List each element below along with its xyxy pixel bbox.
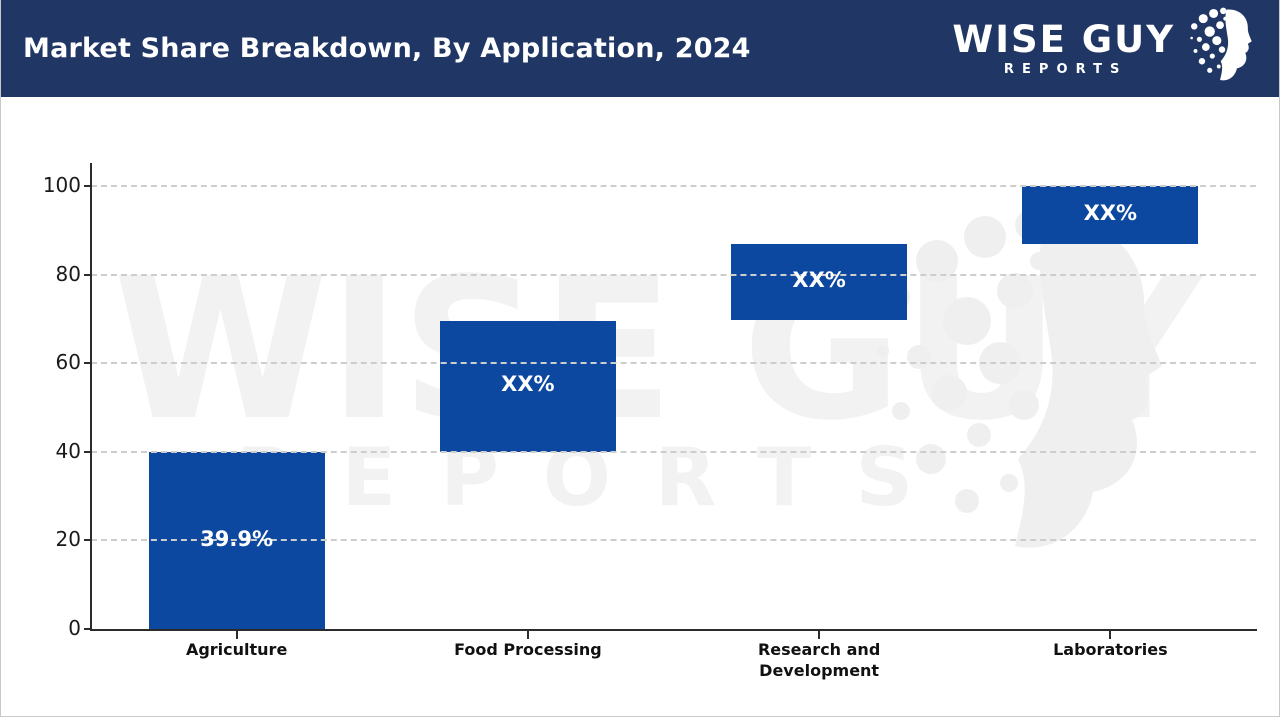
x-tick-research-and-development [818, 631, 821, 639]
wiseguy-face-icon [1190, 7, 1252, 80]
wiseguy-logo-line1: WISE GUY [952, 17, 1175, 61]
watermark-face-icon [877, 210, 1162, 548]
x-axis-line [90, 629, 1257, 631]
wiseguy-logo-text: WISE GUY REPORTS [952, 21, 1175, 77]
report-header: Market Share Breakdown, By Application, … [1, 0, 1279, 97]
y-tick-label-20: 20 [55, 527, 81, 552]
gridline-20 [91, 539, 1256, 542]
x-tick-agriculture [235, 631, 238, 639]
x-axis-label-laboratories: Laboratories [1053, 640, 1168, 659]
gridline-40 [91, 450, 1256, 453]
page-title: Market Share Breakdown, By Application, … [23, 33, 751, 64]
y-tick-80 [84, 273, 91, 276]
x-tick-laboratories [1109, 631, 1112, 639]
bar-value-label-agriculture: 39.9% [200, 526, 274, 551]
y-tick-0 [84, 628, 91, 630]
y-tick-label-80: 80 [55, 261, 81, 286]
wiseguy-logo: WISE GUY REPORTS [952, 7, 1279, 91]
y-tick-100 [84, 185, 91, 187]
y-tick-40 [84, 450, 91, 453]
x-axis-label-agriculture: Agriculture [185, 640, 288, 659]
gridline-100 [91, 185, 1256, 187]
x-axis-label-research-and-development: Research and Development [757, 640, 881, 680]
bar-food-processing [439, 320, 616, 453]
y-tick-label-100: 100 [42, 173, 81, 197]
bar-research-and-development [731, 244, 908, 320]
bar-value-label-research-and-development: XX% [792, 268, 846, 293]
y-tick-60 [84, 362, 91, 365]
gridline-80 [91, 273, 1256, 276]
y-tick-label-60: 60 [55, 350, 81, 375]
y-tick-label-40: 40 [55, 438, 81, 463]
gridline-60 [91, 362, 1256, 365]
x-tick-food-processing [526, 631, 529, 639]
bar-laboratories [1022, 186, 1199, 245]
wiseguy-logo-line2: REPORTS [1003, 61, 1128, 77]
y-axis-line [90, 163, 92, 630]
bar-value-label-food-processing: XX% [501, 372, 555, 397]
y-tick-label-0: 0 [68, 616, 81, 640]
bar-value-label-laboratories: XX% [1083, 201, 1138, 226]
x-axis-label-food-processing: Food Processing [454, 640, 602, 659]
y-tick-20 [84, 539, 91, 542]
